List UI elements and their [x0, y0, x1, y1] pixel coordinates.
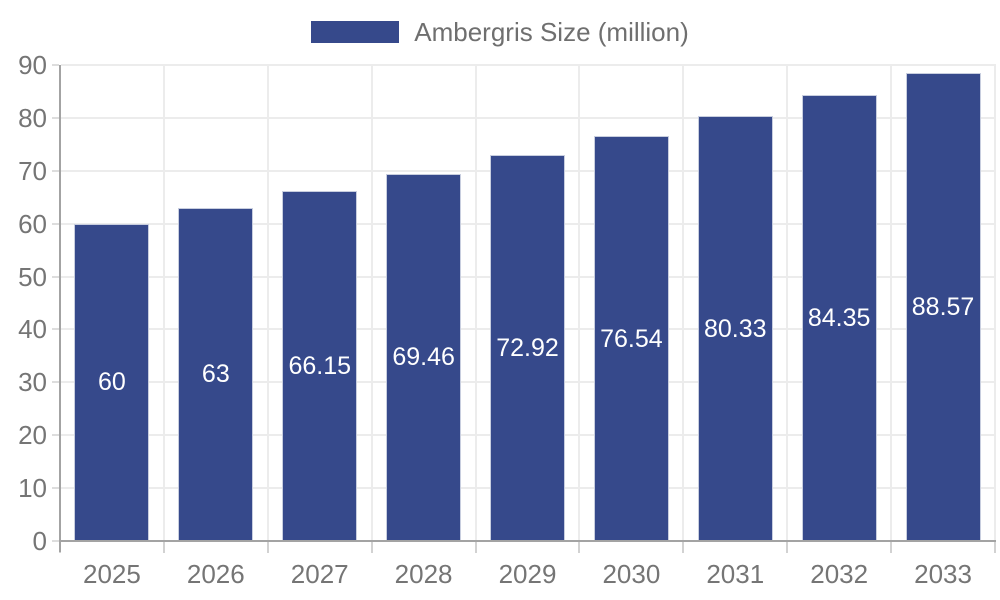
- y-axis-label-10: 10: [18, 473, 47, 504]
- x-axis-tick-6: [682, 542, 685, 553]
- x-axis-label-2029: 2029: [498, 559, 557, 589]
- x-axis-line: [59, 540, 996, 542]
- legend-swatch: [311, 21, 400, 43]
- bar-value-label-2028: 69.46: [392, 343, 455, 372]
- x-axis-tick-7: [786, 542, 789, 553]
- bar-value-label-2033: 88.57: [911, 292, 975, 321]
- gridline-h-80: [61, 116, 996, 119]
- bar-value-label-2031: 80.33: [703, 314, 767, 343]
- y-axis-tick-70: [52, 169, 59, 172]
- gridline-v-4: [474, 65, 477, 541]
- bar-2032: [801, 94, 877, 541]
- y-axis-tick-90: [52, 64, 59, 66]
- bar-value-label-2032: 84.35: [807, 303, 871, 332]
- gridline-v-5: [578, 65, 581, 541]
- gridline-v-1: [162, 65, 165, 541]
- x-axis-tick-5: [578, 542, 581, 553]
- x-axis-tick-2: [266, 542, 269, 553]
- y-axis-label-40: 40: [18, 314, 47, 345]
- bar-2030: [593, 136, 669, 541]
- y-axis-tick-80: [52, 116, 59, 119]
- bar-2027: [282, 191, 358, 541]
- bar-2025: [74, 223, 150, 541]
- legend-label: Ambergris Size (million): [414, 17, 689, 47]
- bar-2031: [697, 116, 773, 541]
- x-axis-label-2025: 2025: [83, 559, 141, 589]
- gridline-h-90: [61, 64, 996, 66]
- bar-value-label-2027: 66.15: [288, 352, 351, 381]
- gridline-v-6: [682, 65, 685, 541]
- y-axis-tick-40: [52, 328, 59, 331]
- y-axis-line: [59, 65, 61, 552]
- legend-item-ambergris-size[interactable]: Ambergris Size (million): [0, 18, 1000, 46]
- bar-value-label-2030: 76.54: [600, 324, 663, 353]
- y-axis-label-20: 20: [18, 420, 47, 451]
- y-axis-label-30: 30: [18, 367, 47, 398]
- x-axis-label-2033: 2033: [914, 559, 972, 589]
- x-axis-label-2027: 2027: [290, 559, 349, 589]
- x-axis-label-2032: 2032: [810, 559, 869, 589]
- y-axis-label-0: 0: [32, 526, 47, 556]
- x-axis-label-2028: 2028: [394, 559, 453, 589]
- y-axis-tick-50: [52, 275, 59, 278]
- x-axis-label-2026: 2026: [186, 559, 245, 589]
- x-axis-tick-4: [474, 542, 477, 553]
- x-axis-label-2031: 2031: [706, 559, 765, 589]
- bar-2029: [490, 155, 565, 541]
- y-axis-tick-10: [52, 487, 59, 490]
- x-axis-label-2030: 2030: [602, 559, 661, 589]
- x-axis-tick-1: [162, 542, 165, 553]
- y-axis-tick-20: [52, 434, 59, 437]
- y-axis-tick-60: [52, 222, 59, 225]
- bar-2026: [178, 207, 254, 541]
- gridline-v-7: [786, 65, 789, 541]
- gridline-v-3: [370, 65, 373, 541]
- bar-2033: [905, 72, 981, 541]
- gridline-v-2: [266, 65, 269, 541]
- y-axis-label-50: 50: [18, 261, 47, 292]
- y-axis-tick-0: [52, 540, 59, 542]
- y-axis-tick-30: [52, 381, 59, 384]
- x-axis-tick-8: [890, 542, 893, 553]
- bar-2028: [386, 173, 462, 541]
- y-axis-label-80: 80: [18, 102, 47, 133]
- bar-value-label-2026: 63: [201, 360, 230, 389]
- gridline-v-8: [890, 65, 893, 541]
- y-axis-label-60: 60: [18, 208, 47, 239]
- bar-value-label-2029: 72.92: [496, 334, 559, 363]
- gridline-v-9: [994, 65, 996, 541]
- y-axis-label-70: 70: [18, 155, 47, 186]
- y-axis-label-90: 90: [18, 50, 47, 80]
- x-axis-tick-9: [994, 542, 996, 553]
- x-axis-tick-3: [370, 542, 373, 553]
- bar-value-label-2025: 60: [98, 368, 126, 397]
